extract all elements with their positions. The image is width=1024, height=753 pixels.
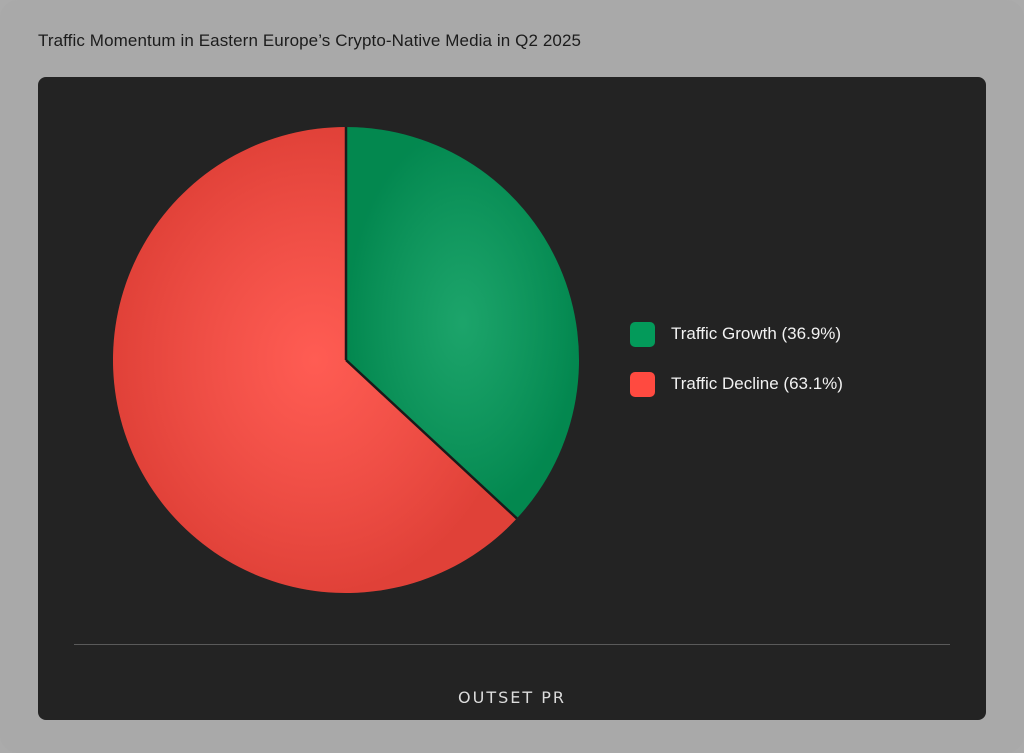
legend-swatch-decline bbox=[630, 371, 655, 397]
pie-slice-decline-shading bbox=[112, 127, 517, 593]
legend-swatch-growth bbox=[630, 321, 655, 347]
pie-slice-growth-shading bbox=[346, 127, 579, 519]
legend-item-growth: Traffic Growth (36.9%) bbox=[630, 321, 843, 347]
brand-logo: OUTSET PR bbox=[458, 688, 566, 707]
pie-chart bbox=[112, 127, 579, 593]
slice-separator bbox=[345, 359, 518, 520]
legend-item-decline: Traffic Decline (63.1%) bbox=[630, 371, 843, 397]
legend: Traffic Growth (36.9%) Traffic Decline (… bbox=[630, 321, 843, 421]
chart-panel: Traffic Growth (36.9%) Traffic Decline (… bbox=[38, 77, 986, 720]
legend-label-decline: Traffic Decline (63.1%) bbox=[671, 374, 843, 393]
footer-divider bbox=[74, 644, 950, 645]
legend-label-growth: Traffic Growth (36.9%) bbox=[671, 324, 842, 343]
chart-title: Traffic Momentum in Eastern Europe’s Cry… bbox=[38, 31, 582, 50]
